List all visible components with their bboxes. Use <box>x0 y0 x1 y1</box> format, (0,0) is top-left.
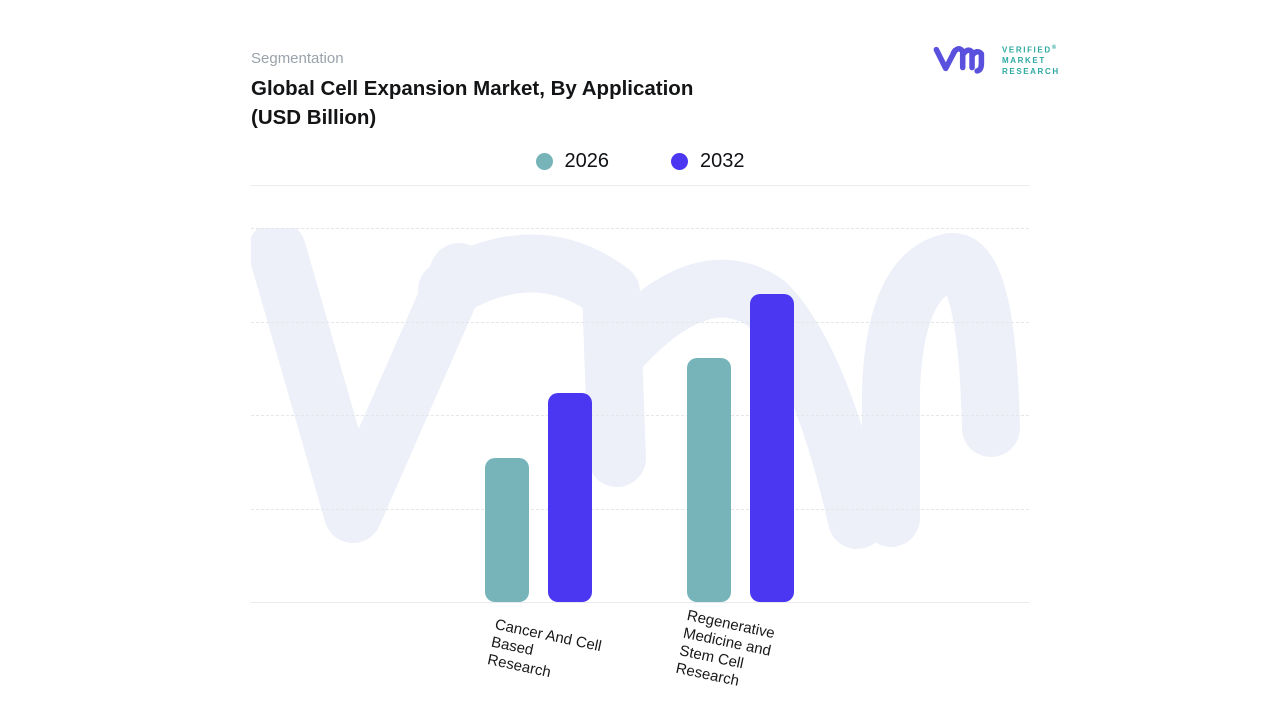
gridline <box>251 508 1029 510</box>
title-line-1: Global Cell Expansion Market, By Applica… <box>251 77 694 100</box>
bar-2032-group1[interactable] <box>750 294 794 602</box>
vmr-monogram-icon <box>933 46 985 74</box>
x-axis-line <box>251 602 1029 603</box>
section-eyebrow: Segmentation <box>251 50 344 67</box>
header-divider <box>250 185 1030 186</box>
gridline <box>251 321 1029 323</box>
bar-chart-plot-area: Cancer And Cell Based Research Regenerative… <box>251 228 1029 690</box>
title-line-2: (USD Billion) <box>251 106 377 129</box>
x-axis-label-group0: Cancer And Cell Based Research <box>485 616 604 682</box>
legend-swatch-2032-icon <box>671 152 688 170</box>
logo-word-research: RESEARCH <box>1002 66 1060 76</box>
logo-word-verified: VERIFIED <box>1002 45 1052 55</box>
legend-item-2026[interactable]: 2026 <box>535 149 610 173</box>
legend-swatch-2026-icon <box>535 152 553 170</box>
bar-2032-group0[interactable] <box>548 393 592 602</box>
x-axis-label-group1: Regenerative Medicine and Stem Cell Researc… <box>674 607 777 690</box>
gridline <box>251 415 1029 416</box>
bar-2026-group1[interactable] <box>687 358 731 602</box>
logo-word-market: MARKET <box>1002 56 1046 66</box>
gridline <box>251 228 1029 229</box>
logo-wordmark: VERIFIED® MARKET RESEARCH <box>1002 43 1060 77</box>
legend-label-2032: 2032 <box>700 149 745 172</box>
vmr-logo: VERIFIED® MARKET RESEARCH <box>928 40 1078 82</box>
chart-legend: 2026 2032 <box>250 146 1030 176</box>
bar-2026-group0[interactable] <box>485 458 529 602</box>
page-title: Global Cell Expansion Market, By Applica… <box>251 74 851 132</box>
legend-item-2032[interactable]: 2032 <box>671 150 745 173</box>
legend-label-2026: 2026 <box>564 149 610 172</box>
registered-trademark-icon: ® <box>1051 45 1057 51</box>
